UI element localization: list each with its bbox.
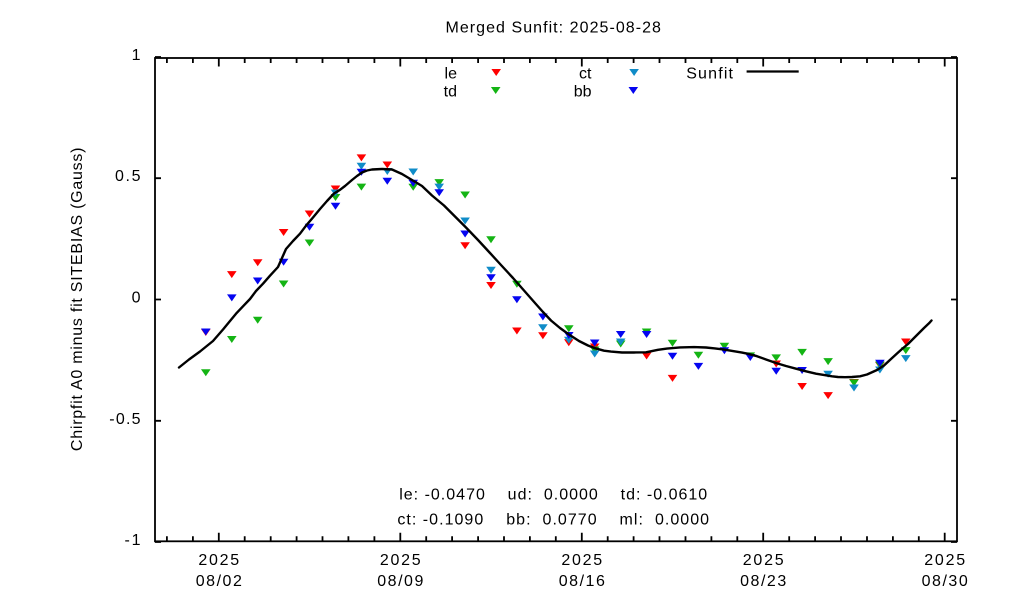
svg-text:Chirpfit A0 minus fit SITEBIAS: Chirpfit A0 minus fit SITEBIAS (Gauss) xyxy=(69,147,86,451)
svg-text:2025: 2025 xyxy=(380,552,421,569)
svg-text:2025: 2025 xyxy=(198,552,239,569)
svg-text:le: -0.0470 ud: 0.0000: le: -0.0470 ud: 0.0000 td: -0.0610 xyxy=(399,486,707,503)
svg-text:2025: 2025 xyxy=(743,552,784,569)
svg-text:2025: 2025 xyxy=(561,552,602,569)
svg-text:Merged Sunfit: 2025-08-28: Merged Sunfit: 2025-08-28 xyxy=(445,20,661,37)
svg-text:08/30: 08/30 xyxy=(922,573,968,590)
svg-text:2025: 2025 xyxy=(924,552,965,569)
svg-text:ct: ct xyxy=(579,65,592,82)
svg-text:ct: -0.1090 bb: 0.0770: ct: -0.1090 bb: 0.0770 ml: 0.0000 xyxy=(397,512,709,529)
svg-text:le: le xyxy=(445,65,458,82)
svg-text:bb: bb xyxy=(574,83,592,100)
svg-text:08/02: 08/02 xyxy=(196,573,242,590)
svg-text:08/23: 08/23 xyxy=(740,573,786,590)
svg-text:08/09: 08/09 xyxy=(377,573,423,590)
svg-text:08/16: 08/16 xyxy=(559,573,605,590)
svg-text:0.5: 0.5 xyxy=(115,168,141,185)
svg-text:0: 0 xyxy=(132,290,141,307)
svg-text:td: td xyxy=(444,83,457,100)
svg-text:1: 1 xyxy=(132,47,141,64)
svg-text:Sunfit: Sunfit xyxy=(686,65,733,82)
svg-text:-1: -1 xyxy=(125,532,141,549)
